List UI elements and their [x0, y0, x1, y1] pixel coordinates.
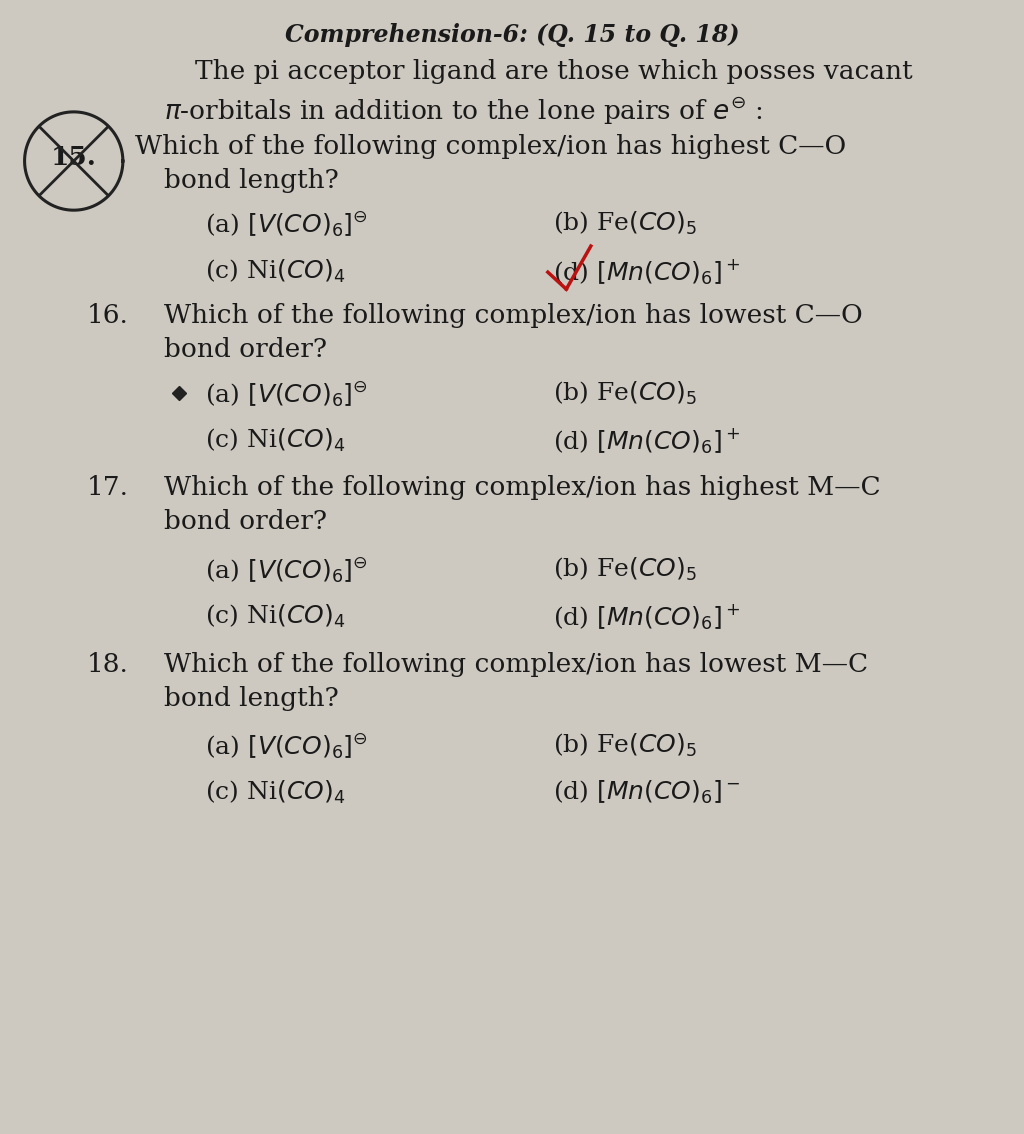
Text: (d) $[Mn(CO)_6]^+$: (d) $[Mn(CO)_6]^+$: [553, 426, 740, 456]
Text: (a) $[V(CO)_6]^{\ominus}$: (a) $[V(CO)_6]^{\ominus}$: [205, 380, 368, 409]
Text: $\pi$-orbitals in addition to the lone pairs of $e^{\ominus}$ :: $\pi$-orbitals in addition to the lone p…: [164, 95, 763, 127]
Text: (c) Ni$(CO)_4$: (c) Ni$(CO)_4$: [205, 257, 345, 285]
Text: The pi acceptor ligand are those which posses vacant: The pi acceptor ligand are those which p…: [195, 59, 912, 84]
Text: (b) Fe$(CO)_5$: (b) Fe$(CO)_5$: [553, 556, 697, 583]
Text: (b) Fe$(CO)_5$: (b) Fe$(CO)_5$: [553, 380, 697, 407]
Text: (d) $[Mn(CO)_6]^-$: (d) $[Mn(CO)_6]^-$: [553, 779, 740, 806]
Text: (c) Ni$(CO)_4$: (c) Ni$(CO)_4$: [205, 603, 345, 631]
Text: bond order?: bond order?: [164, 337, 327, 362]
Text: Comprehension-6: (Q. 15 to Q. 18): Comprehension-6: (Q. 15 to Q. 18): [285, 23, 739, 46]
Text: (d) $[Mn(CO)_6]^+$: (d) $[Mn(CO)_6]^+$: [553, 257, 740, 287]
Text: (a) $[V(CO)_6]^{\ominus}$: (a) $[V(CO)_6]^{\ominus}$: [205, 731, 368, 761]
Text: (c) Ni$(CO)_4$: (c) Ni$(CO)_4$: [205, 779, 345, 806]
Text: bond order?: bond order?: [164, 509, 327, 534]
Text: (b) Fe$(CO)_5$: (b) Fe$(CO)_5$: [553, 210, 697, 237]
Text: (b) Fe$(CO)_5$: (b) Fe$(CO)_5$: [553, 731, 697, 759]
Text: Which of the following complex/ion has highest C—O: Which of the following complex/ion has h…: [135, 134, 847, 159]
Text: (a) $[V(CO)_6]^{\ominus}$: (a) $[V(CO)_6]^{\ominus}$: [205, 210, 368, 239]
Text: (d) $[Mn(CO)_6]^+$: (d) $[Mn(CO)_6]^+$: [553, 603, 740, 633]
Text: bond length?: bond length?: [164, 168, 339, 193]
Text: Which of the following complex/ion has lowest M—C: Which of the following complex/ion has l…: [164, 652, 868, 677]
Text: 18.: 18.: [87, 652, 129, 677]
Text: 17.: 17.: [87, 475, 129, 500]
Text: (c) Ni$(CO)_4$: (c) Ni$(CO)_4$: [205, 426, 345, 454]
Text: bond length?: bond length?: [164, 686, 339, 711]
Text: 16.: 16.: [87, 303, 129, 328]
Text: Which of the following complex/ion has highest M—C: Which of the following complex/ion has h…: [164, 475, 881, 500]
Text: 15.: 15.: [51, 145, 96, 170]
Text: Which of the following complex/ion has lowest C—O: Which of the following complex/ion has l…: [164, 303, 862, 328]
Text: (a) $[V(CO)_6]^{\ominus}$: (a) $[V(CO)_6]^{\ominus}$: [205, 556, 368, 585]
